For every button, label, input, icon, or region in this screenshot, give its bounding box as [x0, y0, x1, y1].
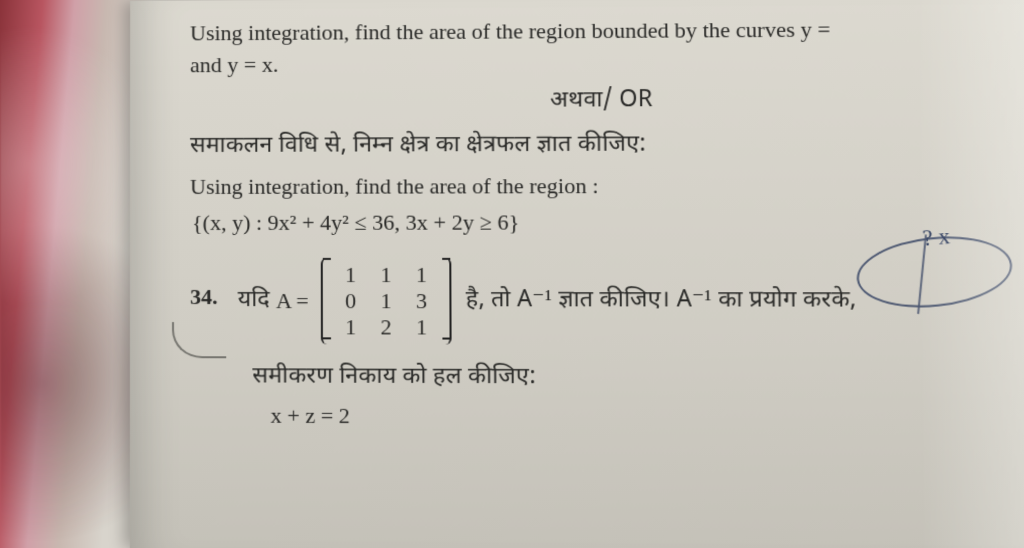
question-number: 34. [190, 284, 218, 310]
q33-line2: and y = x. [190, 48, 1021, 78]
matrix-cell: 1 [368, 262, 403, 288]
q34-solve-hi: समीकरण निकाय को हल कीजिए: [252, 362, 1024, 394]
or-separator: अथवा/ OR [190, 84, 1021, 118]
matrix-cell: 1 [368, 288, 404, 314]
matrix-cell: 2 [368, 314, 404, 340]
q34-eq1: x + z = 2 [271, 403, 1024, 432]
q33-set-definition: {(x, y) : 9x² + 4y² ≤ 36, 3x + 2y ≥ 6} [192, 209, 1022, 236]
matrix-cell: 1 [404, 262, 440, 288]
q33-line1: Using integration, find the area of the … [190, 15, 1020, 46]
matrix-cell: 1 [333, 314, 368, 340]
q34-tail-hi: है, तो A⁻¹ ज्ञात कीजिए। A⁻¹ का प्रयोग कर… [466, 286, 857, 317]
q33-alt-hindi: समाकलन विधि से, निम्न क्षेत्र का क्षेत्र… [190, 129, 1022, 162]
q34-statement: यदि A = 1 1 1 0 1 3 1 2 [238, 258, 857, 346]
q34-A-equals: A = [276, 288, 309, 314]
q34-row: 34. यदि A = 1 1 1 0 1 3 1 [190, 258, 1024, 346]
matrix-cell: 0 [333, 288, 368, 314]
q34-lead-hi: यदि [238, 286, 270, 316]
matrix-A: 1 1 1 0 1 3 1 2 1 [321, 258, 452, 345]
matrix-cell: 1 [333, 262, 368, 288]
matrix-cell: 3 [404, 288, 440, 314]
exam-page: ( Using integration, find the area of th… [130, 0, 1024, 548]
left-fabric-edge [0, 0, 140, 548]
matrix-A-table: 1 1 1 0 1 3 1 2 1 [333, 262, 440, 341]
q33-alt-english: Using integration, find the area of the … [190, 172, 1022, 200]
matrix-cell: 1 [404, 314, 440, 340]
